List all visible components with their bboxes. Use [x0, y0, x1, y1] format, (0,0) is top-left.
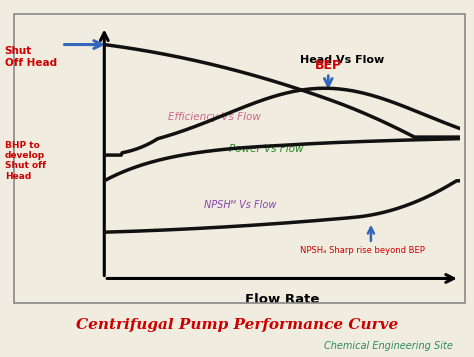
Text: Efficiency Vs Flow: Efficiency Vs Flow [168, 111, 261, 121]
Text: BHP to
develop
Shut off
Head: BHP to develop Shut off Head [5, 141, 46, 181]
Text: Chemical Engineering Site: Chemical Engineering Site [324, 341, 453, 351]
Text: BEP: BEP [315, 59, 342, 71]
Text: Power Vs Flow: Power Vs Flow [228, 144, 303, 154]
Text: Flow Rate: Flow Rate [245, 292, 319, 306]
Text: NPSHₐ Sharp rise beyond BEP: NPSHₐ Sharp rise beyond BEP [300, 246, 425, 255]
Text: NPSHᴹ Vs Flow: NPSHᴹ Vs Flow [204, 200, 276, 210]
Text: Shut
Off Head: Shut Off Head [5, 46, 57, 68]
Text: Centrifugal Pump Performance Curve: Centrifugal Pump Performance Curve [76, 318, 398, 332]
Text: Head Vs Flow: Head Vs Flow [300, 55, 384, 65]
